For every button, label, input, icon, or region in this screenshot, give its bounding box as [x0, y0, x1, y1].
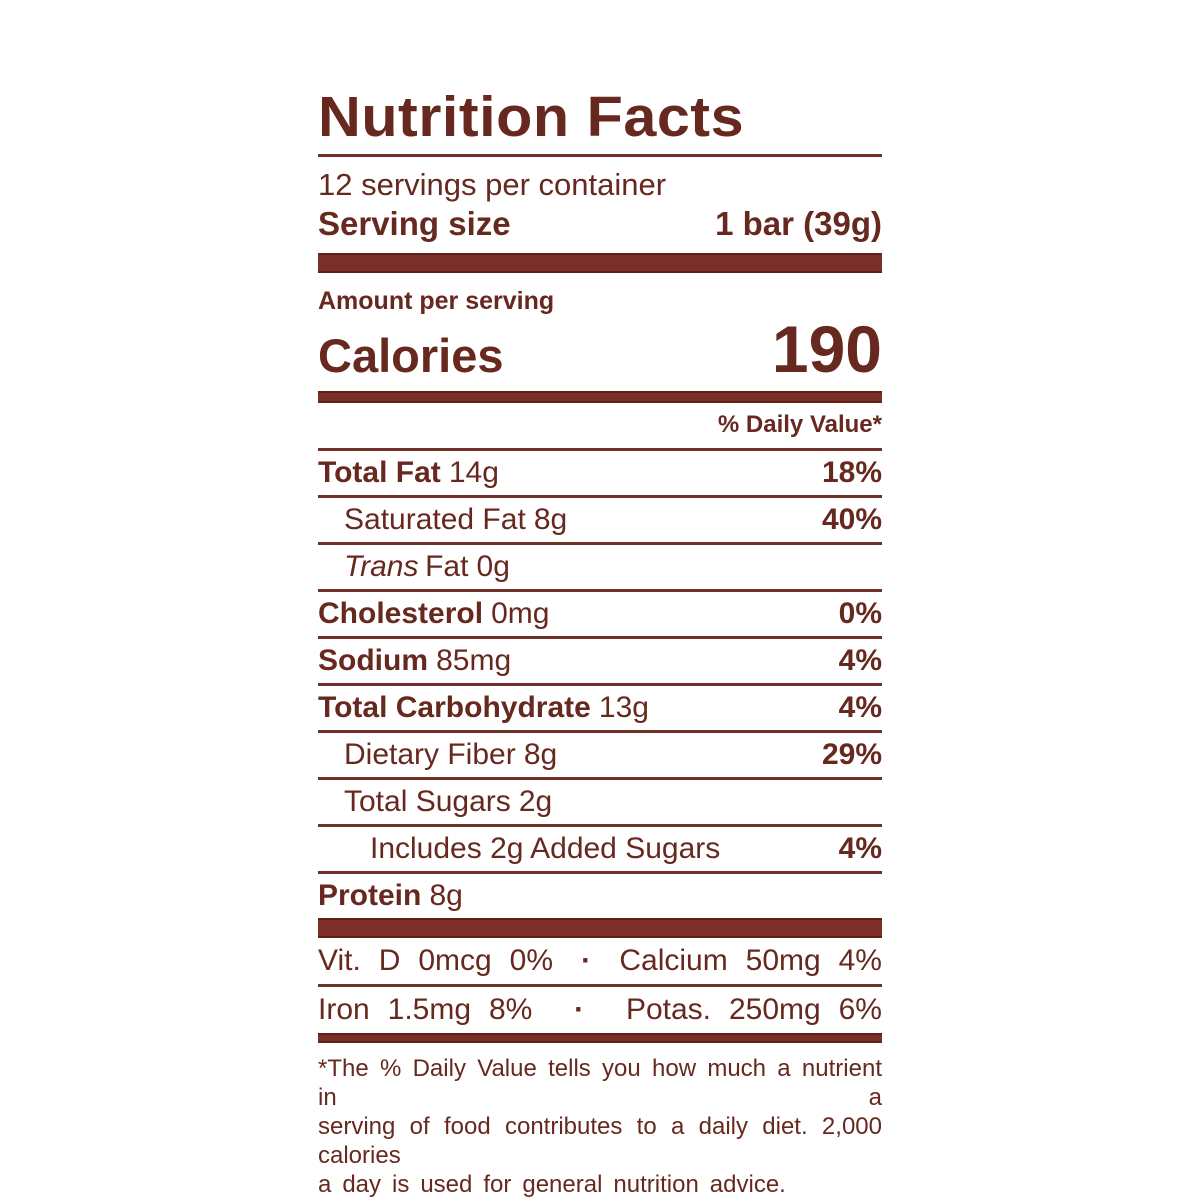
- daily-value-footnote: *The % Daily Value tells you how much a …: [318, 1054, 882, 1199]
- nutrient-name-amount: Cholesterol 0mg: [318, 597, 550, 630]
- nutrient-dv: 4%: [838, 691, 882, 724]
- nutrient-row-dietary-fiber: Dietary Fiber 8g 29%: [318, 733, 882, 780]
- micronutrient-row-1: Vit. D 0mcg 0% · Calcium 50mg 4%: [318, 938, 882, 987]
- nutrient-row-added-sugars: Includes 2g Added Sugars 4%: [318, 827, 882, 874]
- amount-per-serving-label: Amount per serving: [318, 287, 555, 315]
- nutrient-row-total-carbohydrate: Total Carbohydrate 13g 4%: [318, 686, 882, 733]
- nutrient-row-cholesterol: Cholesterol 0mg 0%: [318, 592, 882, 639]
- nutrient-name-amount: Protein 8g: [318, 879, 463, 912]
- nutrient-name-amount: Sodium 85mg: [318, 644, 512, 677]
- nutrient-row-protein: Protein 8g: [318, 874, 882, 918]
- nutrient-name-amount: Trans Fat 0g: [344, 550, 510, 583]
- serving-size-value: 1 bar (39g): [715, 205, 882, 242]
- nutrient-name-amount: Total Fat 14g: [318, 456, 499, 489]
- nutrient-row-saturated-fat: Saturated Fat 8g 40%: [318, 498, 882, 545]
- nutrient-row-total-fat: Total Fat 14g 18%: [318, 451, 882, 498]
- nutrient-row-trans-fat: Trans Fat 0g: [318, 545, 882, 592]
- nutrient-name-amount: Total Sugars 2g: [344, 785, 553, 818]
- label-title: Nutrition Facts: [318, 85, 745, 149]
- footnote-line: serving of food contributes to a daily d…: [318, 1113, 882, 1169]
- nutrient-name-amount: Includes 2g Added Sugars: [370, 832, 721, 865]
- servings-per-container: 12 servings per container: [318, 167, 667, 202]
- micronutrient-left: Iron 1.5mg 8%: [318, 993, 533, 1026]
- nutrient-dv: 4%: [838, 832, 882, 865]
- footnote-line: a day is used for general nutrition advi…: [318, 1171, 786, 1198]
- daily-value-header: % Daily Value*: [717, 411, 882, 438]
- nutrient-dv: 40%: [821, 503, 882, 536]
- title-divider-rule: [318, 154, 882, 157]
- micronutrient-right: Potas. 250mg 6%: [625, 993, 882, 1026]
- calories-label: Calories: [318, 329, 504, 382]
- nutrient-dv: 0%: [838, 597, 882, 630]
- serving-size-row: Serving size 1 bar (39g): [318, 204, 882, 253]
- separator-dot: ·: [581, 944, 592, 977]
- footnote-line: *The % Daily Value tells you how much a …: [318, 1055, 882, 1111]
- calories-value: 190: [771, 312, 882, 386]
- nutrient-name-amount: Dietary Fiber 8g: [344, 738, 558, 771]
- nutrient-name-amount: Total Carbohydrate 13g: [318, 691, 649, 724]
- micronutrient-row-2: Iron 1.5mg 8% · Potas. 250mg 6%: [318, 987, 882, 1033]
- separator-dot: ·: [574, 993, 585, 1026]
- micronutrient-left: Vit. D 0mcg 0%: [318, 944, 553, 977]
- thick-separator-bar-bottom: [318, 918, 882, 938]
- thick-separator-bar-top: [318, 253, 882, 273]
- micronutrient-right: Calcium 50mg 4%: [619, 944, 882, 977]
- small-separator-bar-footnote: [318, 1033, 882, 1043]
- calories-row: Calories 190: [318, 316, 882, 391]
- nutrient-dv: 18%: [821, 456, 882, 489]
- nutrient-name-amount: Saturated Fat 8g: [344, 503, 568, 536]
- medium-separator-bar-calories: [318, 391, 882, 403]
- serving-size-label: Serving size: [318, 205, 511, 242]
- nutrient-dv: 29%: [821, 738, 882, 771]
- nutrition-facts-label: Nutrition Facts 12 servings per containe…: [318, 84, 882, 1199]
- nutrient-dv: 4%: [838, 644, 882, 677]
- nutrient-row-sodium: Sodium 85mg 4%: [318, 639, 882, 686]
- nutrient-rows: Total Fat 14g 18% Saturated Fat 8g 40% Tra…: [318, 448, 882, 918]
- nutrient-row-total-sugars: Total Sugars 2g: [318, 780, 882, 827]
